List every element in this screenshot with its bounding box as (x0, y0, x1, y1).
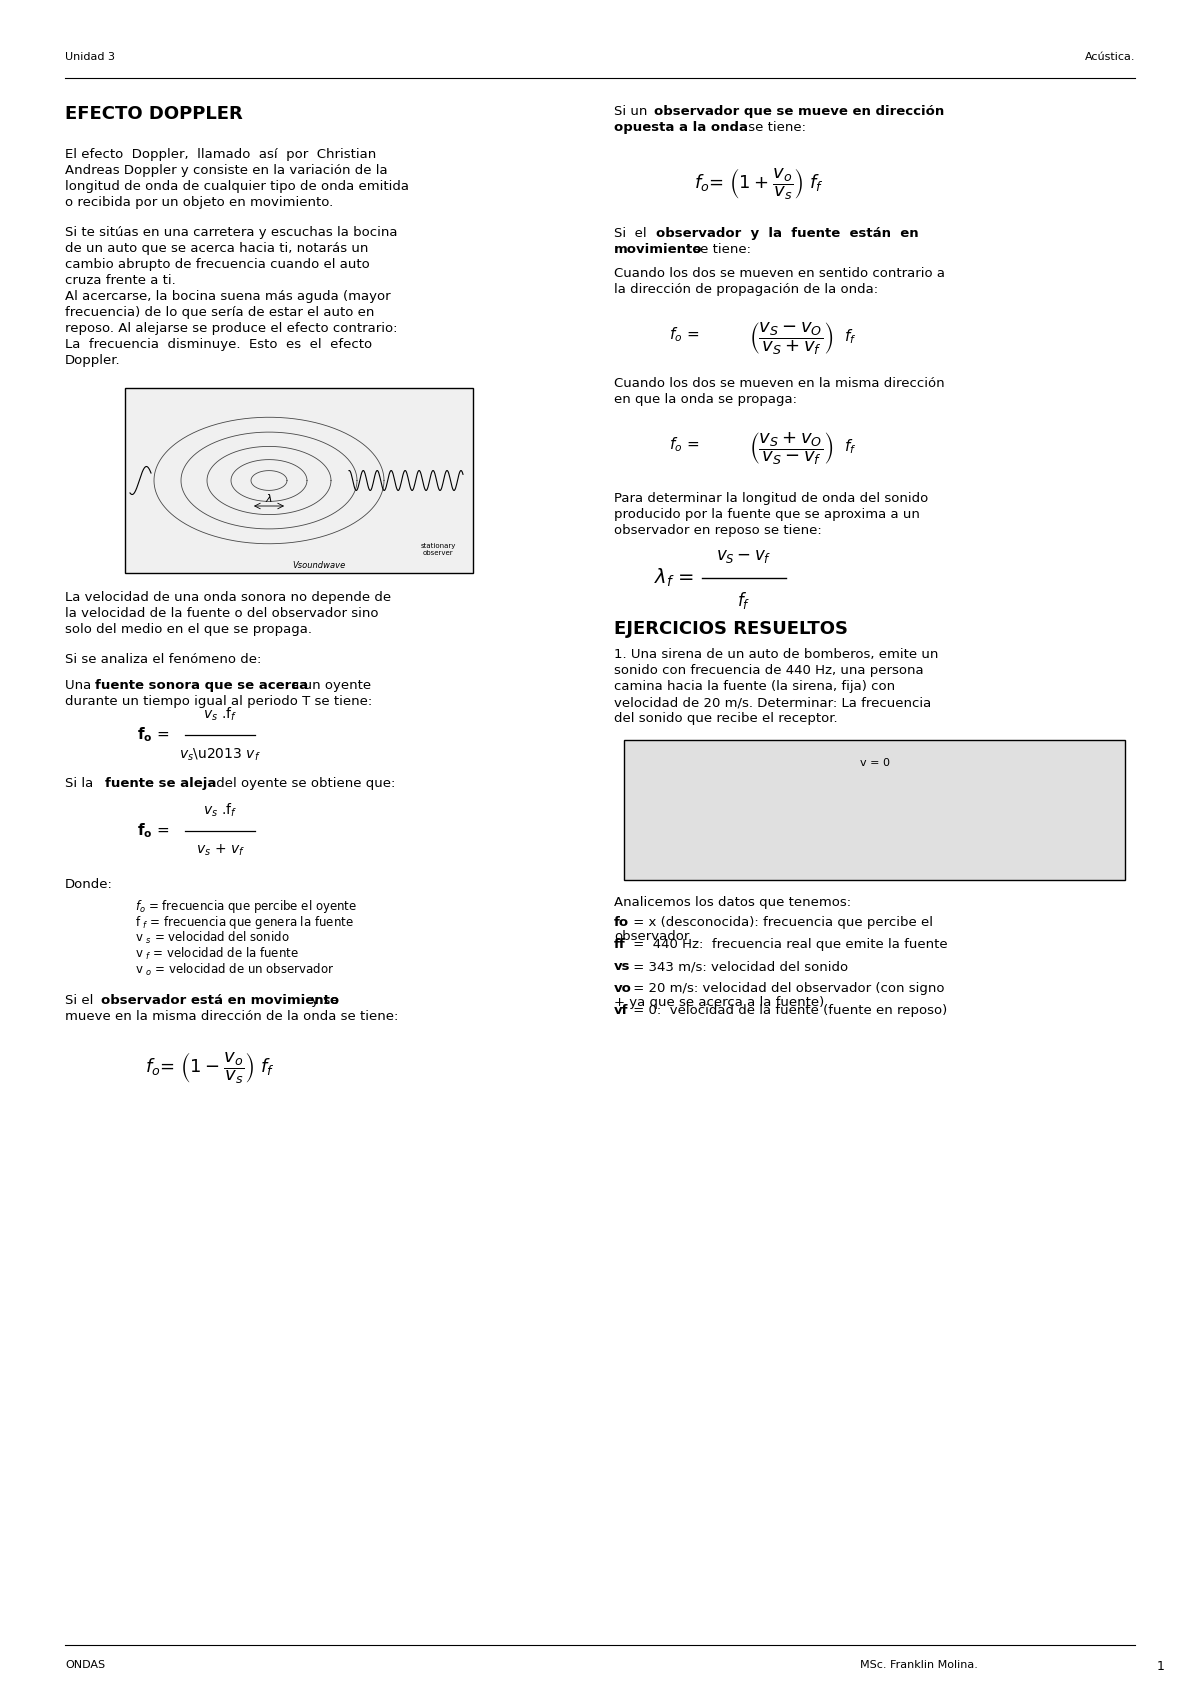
Text: $v_s$ .f$_f$: $v_s$ .f$_f$ (203, 801, 238, 820)
Text: observador que se mueve en dirección: observador que se mueve en dirección (654, 105, 944, 119)
Text: Si la: Si la (65, 777, 97, 791)
Text: Para determinar la longitud de onda del sonido: Para determinar la longitud de onda del … (614, 492, 929, 506)
Text: cruza frente a ti.: cruza frente a ti. (65, 273, 175, 287)
Text: de un auto que se acerca hacia ti, notarás un: de un auto que se acerca hacia ti, notar… (65, 243, 368, 255)
Text: Una: Una (65, 679, 96, 692)
Text: movimiento: movimiento (614, 243, 702, 256)
Text: durante un tiempo igual al periodo T se tiene:: durante un tiempo igual al periodo T se … (65, 696, 372, 708)
Text: y se: y se (307, 994, 338, 1006)
Text: o recibida por un objeto en movimiento.: o recibida por un objeto en movimiento. (65, 195, 334, 209)
Text: $\left(\dfrac{v_S + v_O}{v_S - v_f}\right)$: $\left(\dfrac{v_S + v_O}{v_S - v_f}\righ… (749, 431, 834, 467)
Text: observador está en movimiento: observador está en movimiento (101, 994, 340, 1006)
Text: reposo. Al alejarse se produce el efecto contrario:: reposo. Al alejarse se produce el efecto… (65, 322, 397, 334)
Text: Si se analiza el fenómeno de:: Si se analiza el fenómeno de: (65, 653, 262, 665)
Text: Cuando los dos se mueven en la misma dirección: Cuando los dos se mueven en la misma dir… (614, 377, 944, 390)
Text: Si un: Si un (614, 105, 652, 119)
Text: vf: vf (614, 1005, 629, 1017)
Text: $f_o$= $\left(1 - \dfrac{v_o}{v_s}\right)$ $f_f$: $f_o$= $\left(1 - \dfrac{v_o}{v_s}\right… (145, 1050, 275, 1086)
Text: + ya que se acerca a la fuente): + ya que se acerca a la fuente) (614, 996, 824, 1010)
Text: MSc. Franklin Molina.: MSc. Franklin Molina. (860, 1660, 978, 1670)
Text: $\lambda$: $\lambda$ (265, 492, 272, 504)
Text: vo: vo (614, 983, 632, 994)
Text: observador  y  la  fuente  están  en: observador y la fuente están en (656, 227, 919, 239)
Bar (125, 389, 473, 574)
Text: $f_f$: $f_f$ (844, 438, 857, 456)
Text: = 20 m/s: velocidad del observador (con signo: = 20 m/s: velocidad del observador (con … (629, 983, 944, 994)
Text: $\mathbf{f_o}$ =: $\mathbf{f_o}$ = (138, 726, 170, 745)
Text: la dirección de propagación de la onda:: la dirección de propagación de la onda: (614, 283, 878, 295)
Text: opuesta a la onda: opuesta a la onda (614, 120, 748, 134)
Text: Unidad 3: Unidad 3 (65, 53, 115, 63)
Text: $v_S - v_f$: $v_S - v_f$ (716, 546, 772, 565)
Text: El efecto  Doppler,  llamado  así  por  Christian: El efecto Doppler, llamado así por Chris… (65, 148, 377, 161)
Text: camina hacia la fuente (la sirena, fija) con: camina hacia la fuente (la sirena, fija)… (614, 680, 895, 692)
Text: observador: observador (614, 930, 689, 944)
Text: fuente sonora que se acerca: fuente sonora que se acerca (95, 679, 308, 692)
Text: $f_o$= $\left(1 + \dfrac{v_o}{v_s}\right)$ $f_f$: $f_o$= $\left(1 + \dfrac{v_o}{v_s}\right… (694, 166, 823, 202)
Text: EJERCICIOS RESUELTOS: EJERCICIOS RESUELTOS (614, 619, 848, 638)
Text: 1. Una sirena de un auto de bomberos, emite un: 1. Una sirena de un auto de bomberos, em… (614, 648, 938, 662)
Text: fuente se aleja: fuente se aleja (106, 777, 216, 791)
Text: $f_o$ =: $f_o$ = (670, 436, 700, 455)
Text: 1: 1 (1157, 1660, 1165, 1673)
Text: Vsoundwave: Vsoundwave (293, 562, 346, 570)
Text: solo del medio en el que se propaga.: solo del medio en el que se propaga. (65, 623, 312, 636)
Text: v $_{f}$ = velocidad de la fuente: v $_{f}$ = velocidad de la fuente (134, 945, 299, 962)
Text: v = 0: v = 0 (859, 759, 889, 769)
Text: stationary
observer: stationary observer (420, 543, 456, 557)
Text: fo: fo (614, 916, 629, 928)
Text: = x (desconocida): frecuencia que percibe el: = x (desconocida): frecuencia que percib… (629, 916, 934, 928)
Text: $\mathbf{f_o}$ =: $\mathbf{f_o}$ = (138, 821, 170, 840)
Text: $\lambda_f$ =: $\lambda_f$ = (654, 567, 694, 589)
Text: $\left(\dfrac{v_S - v_O}{v_S+ v_f}\right)$: $\left(\dfrac{v_S - v_O}{v_S+ v_f}\right… (749, 321, 834, 358)
Text: se tiene:: se tiene: (689, 243, 751, 256)
Text: $f_f$: $f_f$ (844, 328, 857, 346)
Text: la velocidad de la fuente o del observador sino: la velocidad de la fuente o del observad… (65, 608, 378, 619)
Text: producido por la fuente que se aproxima a un: producido por la fuente que se aproxima … (614, 507, 920, 521)
Text: Analicemos los datos que tenemos:: Analicemos los datos que tenemos: (614, 896, 851, 910)
Text: $v_s$ + $v_f$: $v_s$ + $v_f$ (196, 843, 245, 859)
Text: Si te sitúas en una carretera y escuchas la bocina: Si te sitúas en una carretera y escuchas… (65, 226, 397, 239)
Text: $f_f$: $f_f$ (737, 591, 751, 611)
Text: velocidad de 20 m/s. Determinar: La frecuencia: velocidad de 20 m/s. Determinar: La frec… (614, 696, 931, 709)
Text: = 0:  velocidad de la fuente (fuente en reposo): = 0: velocidad de la fuente (fuente en r… (629, 1005, 947, 1017)
Text: v $_{s}$ = velocidad del sonido: v $_{s}$ = velocidad del sonido (134, 930, 289, 947)
Text: $v_s$\u2013 $v_f$: $v_s$\u2013 $v_f$ (179, 747, 260, 764)
Text: frecuencia) de lo que sería de estar el auto en: frecuencia) de lo que sería de estar el … (65, 305, 374, 319)
Text: $f_o$ = frecuencia que percibe el oyente: $f_o$ = frecuencia que percibe el oyente (134, 898, 358, 915)
Text: $v_s$ .f$_f$: $v_s$ .f$_f$ (203, 706, 238, 723)
Text: del oyente se obtiene que:: del oyente se obtiene que: (212, 777, 395, 791)
Text: vs: vs (614, 961, 630, 972)
Text: Si  el: Si el (614, 227, 650, 239)
Text: sonido con frecuencia de 440 Hz, una persona: sonido con frecuencia de 440 Hz, una per… (614, 664, 924, 677)
Text: Al acercarse, la bocina suena más aguda (mayor: Al acercarse, la bocina suena más aguda … (65, 290, 391, 304)
Text: en que la onda se propaga:: en que la onda se propaga: (614, 394, 797, 406)
Text: Doppler.: Doppler. (65, 355, 121, 367)
Text: Andreas Doppler y consiste en la variación de la: Andreas Doppler y consiste en la variaci… (65, 165, 388, 176)
Text: EFECTO DOPPLER: EFECTO DOPPLER (65, 105, 242, 122)
Text: del sonido que recibe el receptor.: del sonido que recibe el receptor. (614, 713, 838, 725)
Text: longitud de onda de cualquier tipo de onda emitida: longitud de onda de cualquier tipo de on… (65, 180, 409, 193)
Text: La velocidad de una onda sonora no depende de: La velocidad de una onda sonora no depen… (65, 591, 391, 604)
Text: Donde:: Donde: (65, 877, 113, 891)
Text: cambio abrupto de frecuencia cuando el auto: cambio abrupto de frecuencia cuando el a… (65, 258, 370, 272)
Text: La  frecuencia  disminuye.  Esto  es  el  efecto: La frecuencia disminuye. Esto es el efec… (65, 338, 372, 351)
Text: = 343 m/s: velocidad del sonido: = 343 m/s: velocidad del sonido (629, 961, 848, 972)
Text: se tiene:: se tiene: (744, 120, 806, 134)
Text: ONDAS: ONDAS (65, 1660, 106, 1670)
Text: a un oyente: a un oyente (287, 679, 371, 692)
Text: Acústica.: Acústica. (1085, 53, 1135, 63)
Text: Si el: Si el (65, 994, 97, 1006)
Text: mueve en la misma dirección de la onda se tiene:: mueve en la misma dirección de la onda s… (65, 1010, 398, 1023)
Text: v $_{o}$ = velocidad de un observador: v $_{o}$ = velocidad de un observador (134, 962, 335, 977)
Text: observador en reposo se tiene:: observador en reposo se tiene: (614, 524, 822, 536)
Bar (624, 740, 1126, 881)
Text: =  440 Hz:  frecuencia real que emite la fuente: = 440 Hz: frecuencia real que emite la f… (629, 938, 948, 950)
Text: $f_o$ =: $f_o$ = (670, 326, 700, 344)
Text: ff: ff (614, 938, 625, 950)
Text: Cuando los dos se mueven en sentido contrario a: Cuando los dos se mueven en sentido cont… (614, 266, 946, 280)
Text: f $_{f}$ = frecuencia que genera la fuente: f $_{f}$ = frecuencia que genera la fuen… (134, 915, 354, 932)
